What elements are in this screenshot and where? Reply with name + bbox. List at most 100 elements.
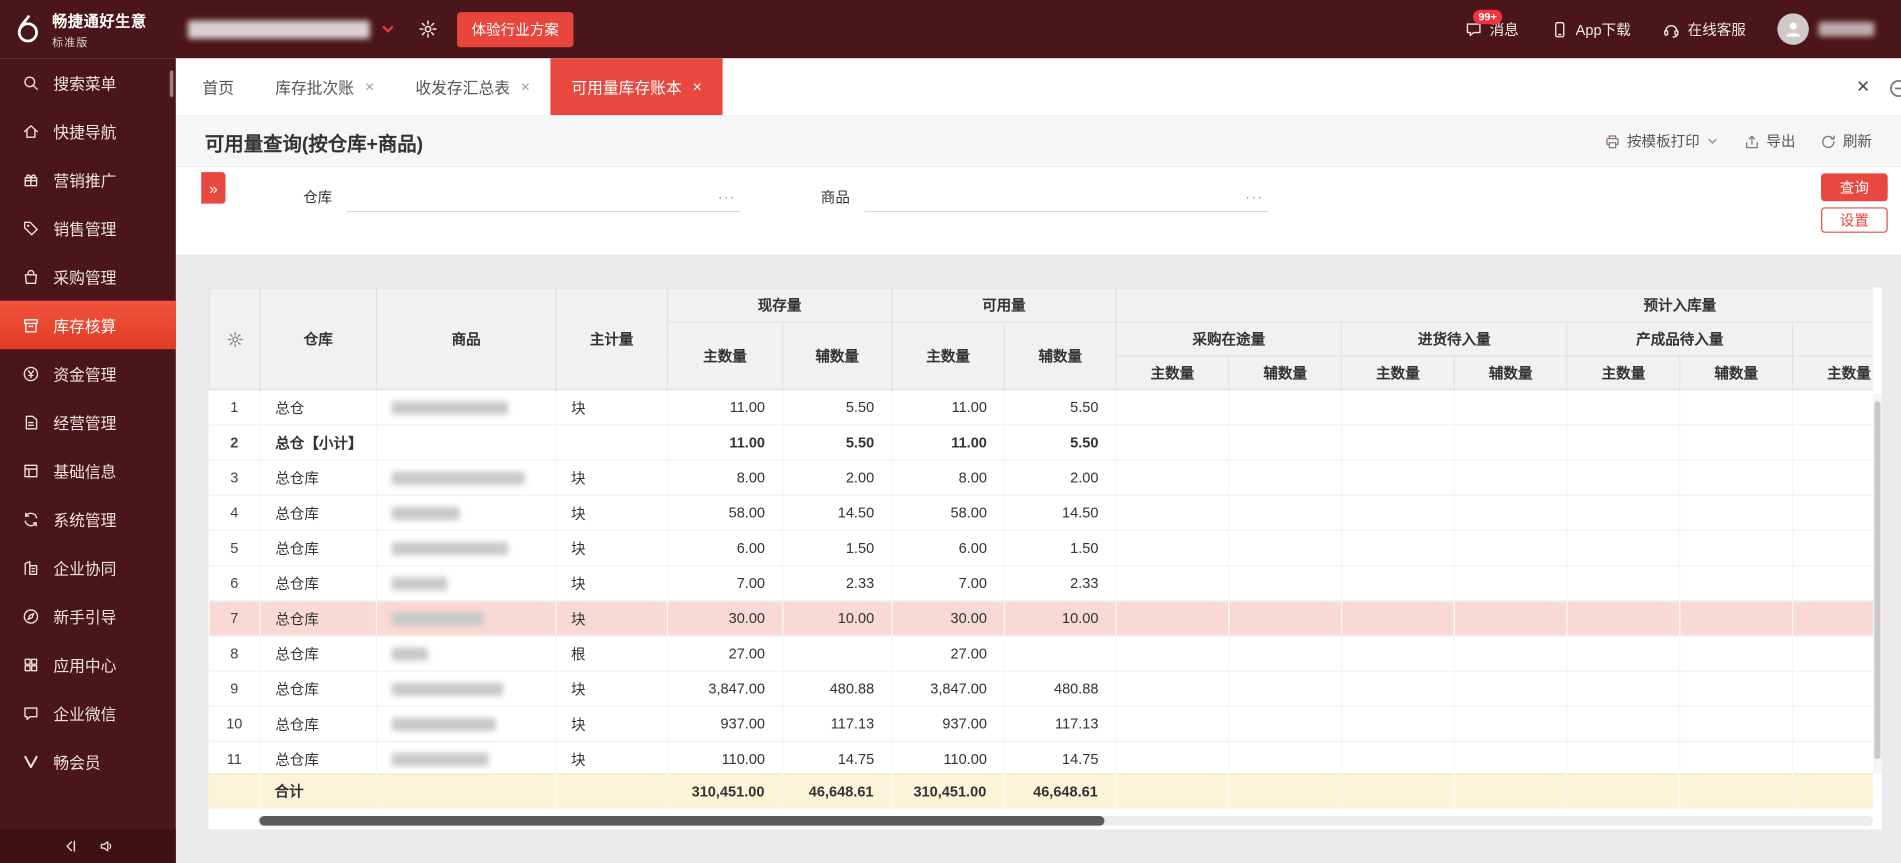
online-service-button[interactable]: 在线客服 (1662, 19, 1746, 40)
horizontal-scrollbar-thumb[interactable] (259, 815, 1105, 826)
tab[interactable]: 库存批次账 × (255, 58, 395, 115)
sidebar-item-base-info[interactable]: 基础信息 (0, 446, 176, 494)
sidebar-scrollbar[interactable] (169, 70, 174, 97)
header-warehouse[interactable]: 仓库 (259, 287, 378, 391)
header-main-unit[interactable]: 主计量 (555, 287, 669, 391)
cell-expected-in-empty (1792, 424, 1874, 461)
header-aux-qty[interactable]: 辅数量 (1228, 355, 1343, 391)
sidebar-item-sales[interactable]: 销售管理 (0, 204, 176, 252)
cell-product (376, 741, 557, 774)
header-main-qty[interactable]: 主数量 (1566, 355, 1681, 391)
cell-expected-in-empty (1454, 671, 1568, 707)
header-main-qty[interactable]: 主数量 (1791, 355, 1874, 391)
cell-product (376, 424, 557, 461)
sidebar-item-search-menu[interactable]: 搜索菜单 (0, 58, 176, 106)
table-row[interactable]: 3 总仓库块 8.00 2.00 8.00 2.00 (209, 460, 1874, 496)
table-row[interactable]: 4 总仓库块 58.00 14.50 58.00 14.50 (209, 495, 1874, 532)
warehouse-picker-icon[interactable]: ··· (717, 187, 736, 205)
header-product[interactable]: 商品 (375, 287, 557, 391)
header-available-main-qty[interactable]: 主数量 (891, 321, 1006, 391)
table-row[interactable]: 11 总仓库块 110.00 14.75 110.00 14.75 (209, 741, 1874, 774)
org-selector[interactable] (187, 20, 397, 39)
cell-expected-in-empty (1679, 389, 1794, 426)
cell-available-main: 30.00 (891, 600, 1006, 637)
table-row[interactable]: 6 总仓库块 7.00 2.33 7.00 2.33 (209, 565, 1874, 602)
settings-button[interactable]: 设置 (1821, 207, 1888, 233)
header-onhand-main-qty[interactable]: 主数量 (666, 321, 784, 391)
tab[interactable]: 首页 (182, 58, 255, 115)
cell-available-main: 3,847.00 (891, 671, 1006, 707)
announcement-speaker-icon[interactable] (98, 838, 115, 855)
filter-bar: » 仓库 ··· 商品 ··· 查询 设置 (175, 167, 1901, 255)
table-row[interactable]: 2 总仓【小计】 11.00 5.50 11.00 5.50 (209, 424, 1874, 461)
query-button[interactable]: 查询 (1821, 173, 1888, 202)
chevron-down-icon (1708, 138, 1717, 144)
sidebar-item-label: 快捷导航 (53, 123, 117, 142)
header-aux-qty[interactable]: 辅数量 (1453, 355, 1568, 391)
header-main-qty[interactable]: 主数量 (1340, 355, 1455, 391)
table-row[interactable]: 8 总仓库根 27.00 27.00 (209, 635, 1874, 672)
vertical-scrollbar[interactable] (1873, 394, 1882, 774)
table-row[interactable]: 7 总仓库块 30.00 10.00 30.00 10.00 (209, 600, 1874, 637)
expand-filters-button[interactable]: » (201, 172, 226, 204)
brand-edition-badge: 标准版 (52, 36, 89, 49)
sidebar-item-wecom[interactable]: 企业微信 (0, 689, 176, 737)
product-filter-input[interactable]: ··· (864, 181, 1269, 213)
messages-button[interactable]: 99+ 消息 (1464, 9, 1519, 40)
table-row[interactable]: 5 总仓库块 6.00 1.50 6.00 1.50 (209, 530, 1874, 567)
refresh-button[interactable]: 刷新 (1820, 131, 1872, 152)
column-settings-header[interactable] (208, 287, 261, 391)
sidebar-item-beginner-guide[interactable]: 新手引导 (0, 592, 176, 640)
print-by-template-button[interactable]: 按模板打印 (1604, 131, 1719, 152)
cell-expected-in-empty (1116, 706, 1230, 742)
sidebar-item-marketing[interactable]: 营销推广 (0, 155, 176, 203)
cell-expected-in-empty (1116, 424, 1230, 461)
collapse-sidebar-icon[interactable] (61, 838, 78, 855)
cell-expected-in-empty (1454, 530, 1568, 567)
cell-available-main: 11.00 (891, 389, 1006, 426)
sidebar-item-funds[interactable]: 资金管理 (0, 349, 176, 397)
warehouse-filter-input[interactable]: ··· (346, 181, 741, 213)
sidebar-item-inventory-accounting[interactable]: 库存核算 (0, 300, 176, 350)
table-row[interactable]: 1 总仓块 11.00 5.50 11.00 5.50 (209, 389, 1874, 426)
product-picker-icon[interactable]: ··· (1245, 187, 1264, 205)
cell-expected-in-empty (1116, 530, 1230, 567)
table-row[interactable]: 9 总仓库块 3,847.00 480.88 3,847.00 480.88 (209, 671, 1874, 707)
sidebar-item-system[interactable]: 系统管理 (0, 495, 176, 543)
vertical-scrollbar-thumb[interactable] (1874, 401, 1881, 759)
sidebar-item-app-center[interactable]: 应用中心 (0, 640, 176, 688)
cell-expected-in-empty (1567, 741, 1681, 774)
tab[interactable]: 收发存汇总表 × (395, 58, 551, 115)
chevron-down-icon[interactable] (379, 21, 396, 38)
cell-expected-in-empty (1679, 706, 1794, 742)
tab-close-icon[interactable]: × (520, 77, 531, 96)
cell-available-main: 27.00 (891, 635, 1006, 672)
trial-plan-button[interactable]: 体验行业方案 (457, 11, 574, 47)
tab[interactable]: 可用量库存账本 × (550, 58, 723, 116)
baseinfo-icon (22, 461, 40, 479)
tab-close-icon[interactable]: × (364, 77, 375, 96)
results-table-card: 仓库 商品 主计量 现存量 可用量 预计入库量 主数量 辅数量 主数量 (208, 287, 1882, 830)
sidebar-item-operation[interactable]: 经营管理 (0, 398, 176, 446)
cell-onhand-main: 937.00 (667, 706, 784, 742)
header-main-qty[interactable]: 主数量 (1115, 355, 1230, 391)
export-button[interactable]: 导出 (1743, 131, 1796, 152)
sidebar: 搜索菜单 快捷导航 营销推广 销售管理 采购管理 库存核算 资金管理 经营管理 … (0, 58, 176, 863)
tab-close-icon[interactable]: × (692, 77, 702, 96)
sidebar-item-enterprise-collab[interactable]: 企业协同 (0, 543, 176, 591)
gear-icon[interactable] (418, 19, 437, 38)
header-onhand-aux-qty[interactable]: 辅数量 (781, 321, 893, 391)
online-service-label: 在线客服 (1687, 21, 1746, 39)
table-row[interactable]: 10 总仓库块 937.00 117.13 937.00 117.13 (209, 706, 1874, 742)
header-aux-qty[interactable]: 辅数量 (1679, 355, 1794, 391)
sidebar-item-quick-nav[interactable]: 快捷导航 (0, 107, 176, 155)
close-icon[interactable]: × (1856, 73, 1870, 99)
user-account[interactable] (1777, 13, 1875, 45)
sidebar-item-purchase[interactable]: 采购管理 (0, 252, 176, 300)
app-download-button[interactable]: App下载 (1550, 19, 1631, 40)
header-sub-finished-pending: 产成品待入量 (1566, 321, 1794, 357)
tab-overflow-icon[interactable] (1888, 78, 1901, 100)
header-available-aux-qty[interactable]: 辅数量 (1003, 321, 1117, 391)
horizontal-scrollbar[interactable] (257, 815, 1874, 826)
sidebar-item-member[interactable]: 畅会员 (0, 737, 176, 785)
